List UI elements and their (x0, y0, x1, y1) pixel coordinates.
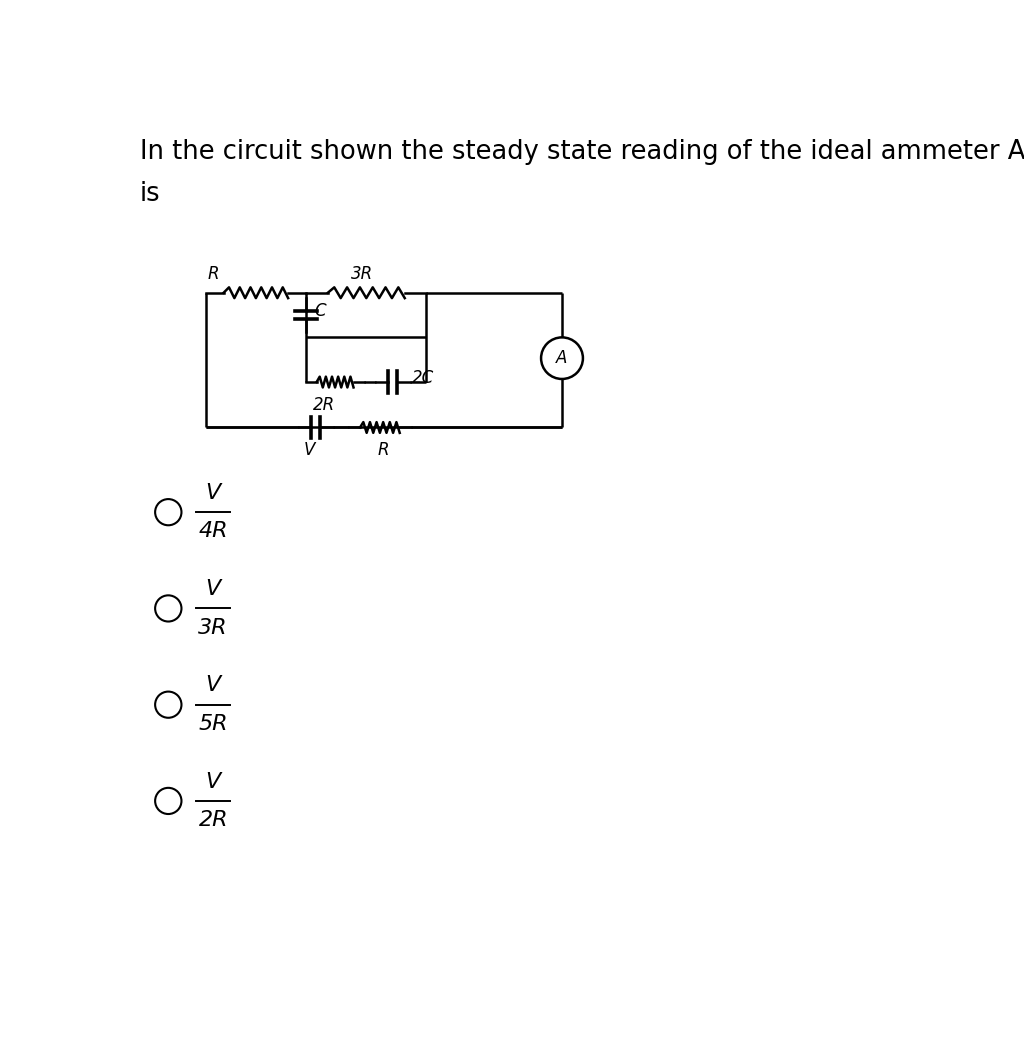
Text: A: A (556, 350, 567, 367)
Text: 3R: 3R (351, 265, 374, 283)
Text: V: V (206, 772, 221, 792)
Text: 2C: 2C (412, 370, 434, 387)
Text: C: C (314, 303, 326, 320)
Text: 3R: 3R (199, 618, 228, 638)
Text: 5R: 5R (199, 714, 228, 734)
Text: R: R (378, 441, 389, 459)
Text: V: V (206, 579, 221, 599)
Text: is: is (139, 181, 160, 207)
Text: V: V (304, 441, 315, 459)
Text: V: V (206, 483, 221, 503)
Text: 2R: 2R (312, 396, 335, 414)
Text: 2R: 2R (199, 810, 228, 830)
Text: R: R (207, 265, 218, 283)
Text: 4R: 4R (199, 521, 228, 541)
Text: V: V (206, 675, 221, 695)
Text: In the circuit shown the steady state reading of the ideal ammeter A: In the circuit shown the steady state re… (139, 139, 1024, 164)
